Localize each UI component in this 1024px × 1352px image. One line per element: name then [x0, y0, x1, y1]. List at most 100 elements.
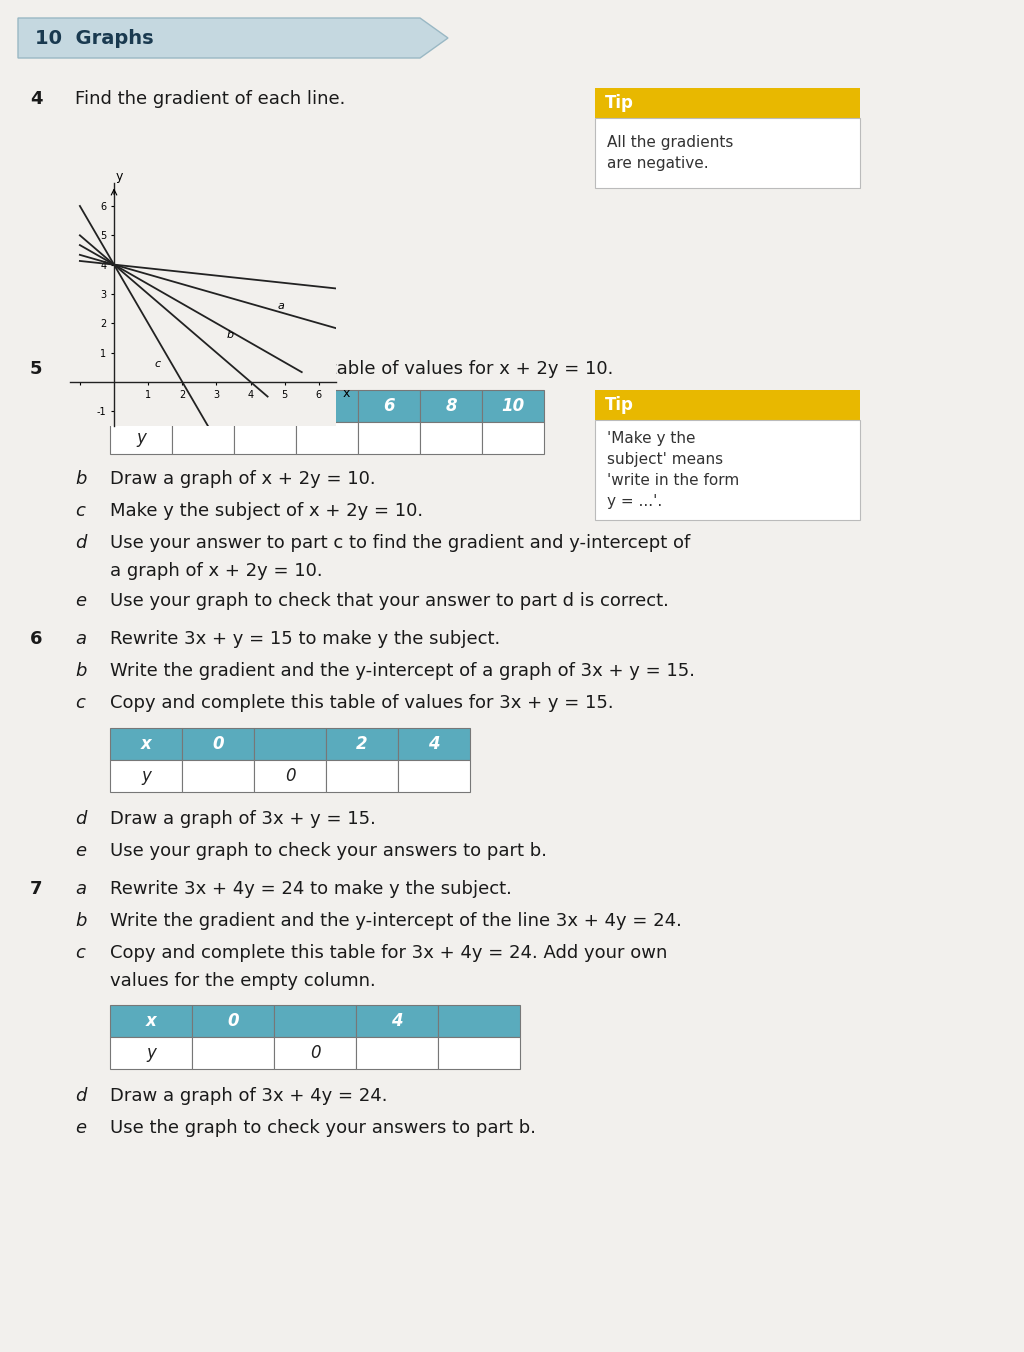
Text: a: a — [75, 360, 86, 379]
Text: x: x — [135, 397, 146, 415]
Bar — [356, 1005, 438, 1037]
Text: d: d — [75, 810, 86, 827]
Text: 0: 0 — [212, 735, 224, 753]
Text: x: x — [145, 1013, 157, 1030]
Text: 2: 2 — [259, 397, 270, 415]
Text: values for the empty column.: values for the empty column. — [110, 972, 376, 990]
Bar — [110, 422, 172, 454]
Bar — [234, 389, 296, 422]
Bar — [110, 760, 182, 792]
Bar — [398, 760, 470, 792]
Bar — [254, 760, 326, 792]
Bar — [296, 422, 358, 454]
Text: Copy and complete this table of values for 3x + y = 15.: Copy and complete this table of values f… — [110, 694, 613, 713]
Text: a graph of x + 2y = 10.: a graph of x + 2y = 10. — [110, 562, 323, 580]
Bar — [274, 1005, 356, 1037]
Text: d: d — [75, 534, 86, 552]
Text: 7: 7 — [30, 880, 43, 898]
Text: Rewrite 3x + 4y = 24 to make y the subject.: Rewrite 3x + 4y = 24 to make y the subje… — [110, 880, 512, 898]
Bar — [234, 422, 296, 454]
Text: Copy and complete this table for 3x + 4y = 24. Add your own: Copy and complete this table for 3x + 4y… — [110, 944, 668, 963]
Text: Use the graph to check your answers to part b.: Use the graph to check your answers to p… — [110, 1119, 536, 1137]
Text: 'Make y the
subject' means
'write in the form
y = ...'.: 'Make y the subject' means 'write in the… — [607, 431, 739, 508]
Text: x: x — [140, 735, 152, 753]
Bar — [420, 422, 482, 454]
Bar — [358, 422, 420, 454]
Text: 5: 5 — [30, 360, 43, 379]
Text: e: e — [75, 842, 86, 860]
Text: d: d — [75, 1087, 86, 1105]
Text: Rewrite 3x + y = 15 to make y the subject.: Rewrite 3x + y = 15 to make y the subjec… — [110, 630, 501, 648]
Text: All the gradients
are negative.: All the gradients are negative. — [607, 135, 733, 170]
Text: 6: 6 — [383, 397, 395, 415]
Text: Draw a graph of 3x + 4y = 24.: Draw a graph of 3x + 4y = 24. — [110, 1087, 387, 1105]
Bar — [172, 422, 234, 454]
Text: y: y — [146, 1044, 156, 1063]
Bar — [595, 118, 860, 188]
Bar — [182, 760, 254, 792]
Text: y: y — [116, 169, 123, 183]
Text: Draw a graph of 3x + y = 15.: Draw a graph of 3x + y = 15. — [110, 810, 376, 827]
Text: c: c — [155, 360, 161, 369]
Text: c: c — [75, 944, 85, 963]
Text: a: a — [75, 630, 86, 648]
Bar — [482, 422, 544, 454]
Bar — [193, 1005, 274, 1037]
Text: Make y the subject of x + 2y = 10.: Make y the subject of x + 2y = 10. — [110, 502, 423, 521]
Text: Use your graph to check that your answer to part d is correct.: Use your graph to check that your answer… — [110, 592, 669, 610]
Bar — [110, 1037, 193, 1069]
Bar — [182, 727, 254, 760]
Text: Find the gradient of each line.: Find the gradient of each line. — [75, 91, 345, 108]
Text: b: b — [75, 662, 86, 680]
Text: 8: 8 — [445, 397, 457, 415]
Text: Write the gradient and the y-intercept of a graph of 3x + y = 15.: Write the gradient and the y-intercept o… — [110, 662, 695, 680]
Bar — [172, 389, 234, 422]
Bar — [356, 1037, 438, 1069]
Bar — [326, 727, 398, 760]
Bar — [482, 389, 544, 422]
Bar — [110, 389, 172, 422]
Bar — [193, 1037, 274, 1069]
Text: b: b — [75, 913, 86, 930]
Text: 0: 0 — [285, 767, 295, 786]
Bar — [110, 1005, 193, 1037]
Text: b: b — [75, 470, 86, 488]
Text: 0: 0 — [198, 397, 209, 415]
Text: Tip: Tip — [605, 396, 634, 414]
Text: y: y — [136, 429, 146, 448]
Bar — [326, 760, 398, 792]
Bar — [296, 389, 358, 422]
Bar — [595, 88, 860, 118]
Text: 6: 6 — [30, 630, 43, 648]
Text: e: e — [75, 592, 86, 610]
Text: 10: 10 — [502, 397, 524, 415]
Text: 2: 2 — [356, 735, 368, 753]
Text: 4: 4 — [428, 735, 440, 753]
Text: Tip: Tip — [605, 95, 634, 112]
Text: 10  Graphs: 10 Graphs — [35, 28, 154, 47]
Bar — [438, 1037, 520, 1069]
Text: Write the gradient and the y-intercept of the line 3x + 4y = 24.: Write the gradient and the y-intercept o… — [110, 913, 682, 930]
Text: b: b — [226, 330, 233, 339]
Text: a: a — [278, 300, 285, 311]
Polygon shape — [18, 18, 449, 58]
Bar — [595, 420, 860, 521]
Bar — [110, 727, 182, 760]
Text: a: a — [75, 880, 86, 898]
Bar — [274, 1037, 356, 1069]
Bar — [438, 1005, 520, 1037]
Text: c: c — [75, 502, 85, 521]
Text: 0: 0 — [227, 1013, 239, 1030]
Text: Use your answer to part c to find the gradient and y-intercept of: Use your answer to part c to find the gr… — [110, 534, 690, 552]
Bar — [420, 389, 482, 422]
Text: e: e — [75, 1119, 86, 1137]
Text: Copy and complete this table of values for x + 2y = 10.: Copy and complete this table of values f… — [110, 360, 613, 379]
Bar — [358, 389, 420, 422]
Text: 0: 0 — [309, 1044, 321, 1063]
Text: Draw a graph of x + 2y = 10.: Draw a graph of x + 2y = 10. — [110, 470, 376, 488]
Text: 4: 4 — [322, 397, 333, 415]
Text: x: x — [343, 387, 350, 400]
Text: 4: 4 — [30, 91, 43, 108]
Bar — [398, 727, 470, 760]
Text: c: c — [75, 694, 85, 713]
